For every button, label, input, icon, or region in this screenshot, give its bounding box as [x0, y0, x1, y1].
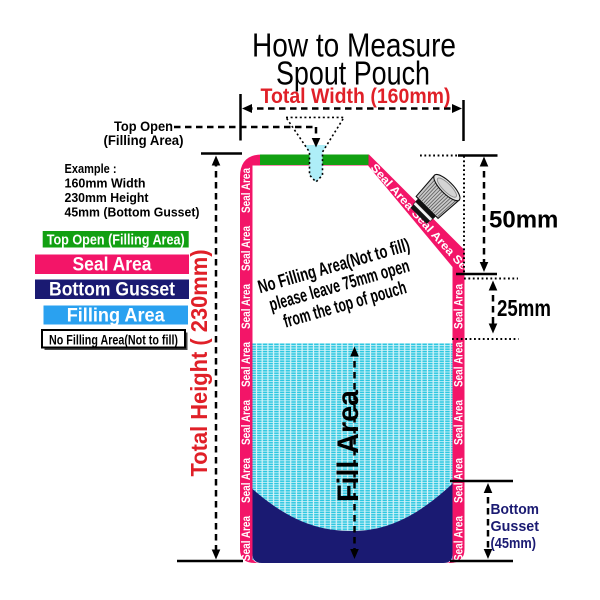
svg-text:Seal Area: Seal Area	[241, 457, 253, 503]
svg-text:Bottom Gusset: Bottom Gusset	[49, 280, 176, 301]
svg-text:Gusset: Gusset	[491, 518, 540, 535]
svg-text:Top Open: Top Open	[114, 118, 173, 134]
svg-text:45mm (Bottom Gusset): 45mm (Bottom Gusset)	[65, 206, 200, 220]
svg-text:Total Height ( 230mm): Total Height ( 230mm)	[186, 250, 212, 477]
svg-text:Top Open (Filling Area): Top Open (Filling Area)	[47, 232, 185, 248]
svg-text:Example :: Example :	[65, 162, 117, 176]
svg-text:Filling Area: Filling Area	[67, 305, 165, 326]
svg-text:Seal Area: Seal Area	[453, 341, 465, 387]
svg-text:Seal Area: Seal Area	[241, 283, 253, 329]
svg-text:(Filling Area): (Filling Area)	[104, 132, 184, 148]
svg-text:Total Width (160mm): Total Width (160mm)	[261, 85, 451, 108]
svg-text:Seal Area: Seal Area	[241, 515, 253, 561]
svg-text:Spout Pouch: Spout Pouch	[276, 55, 430, 92]
svg-text:160mm Width: 160mm Width	[65, 177, 146, 191]
svg-text:230mm Height: 230mm Height	[65, 191, 150, 205]
svg-text:Seal Area: Seal Area	[73, 255, 152, 276]
svg-text:Seal Area: Seal Area	[241, 167, 253, 213]
svg-text:No Filling Area(Not to fill): No Filling Area(Not to fill)	[49, 333, 178, 348]
svg-text:25mm: 25mm	[497, 295, 551, 321]
svg-text:Seal Area: Seal Area	[453, 399, 465, 445]
svg-text:(45mm): (45mm)	[491, 535, 537, 552]
svg-text:Seal Area: Seal Area	[241, 399, 253, 445]
svg-text:Seal Area: Seal Area	[453, 515, 465, 561]
svg-text:50mm: 50mm	[489, 207, 558, 234]
svg-text:Seal Area: Seal Area	[453, 283, 465, 329]
svg-text:Seal Area: Seal Area	[241, 225, 253, 271]
svg-text:Fill Area: Fill Area	[332, 390, 365, 502]
svg-text:Bottom: Bottom	[491, 501, 540, 518]
svg-text:How to Measure: How to Measure	[252, 27, 456, 64]
svg-text:Seal Area: Seal Area	[241, 341, 253, 387]
